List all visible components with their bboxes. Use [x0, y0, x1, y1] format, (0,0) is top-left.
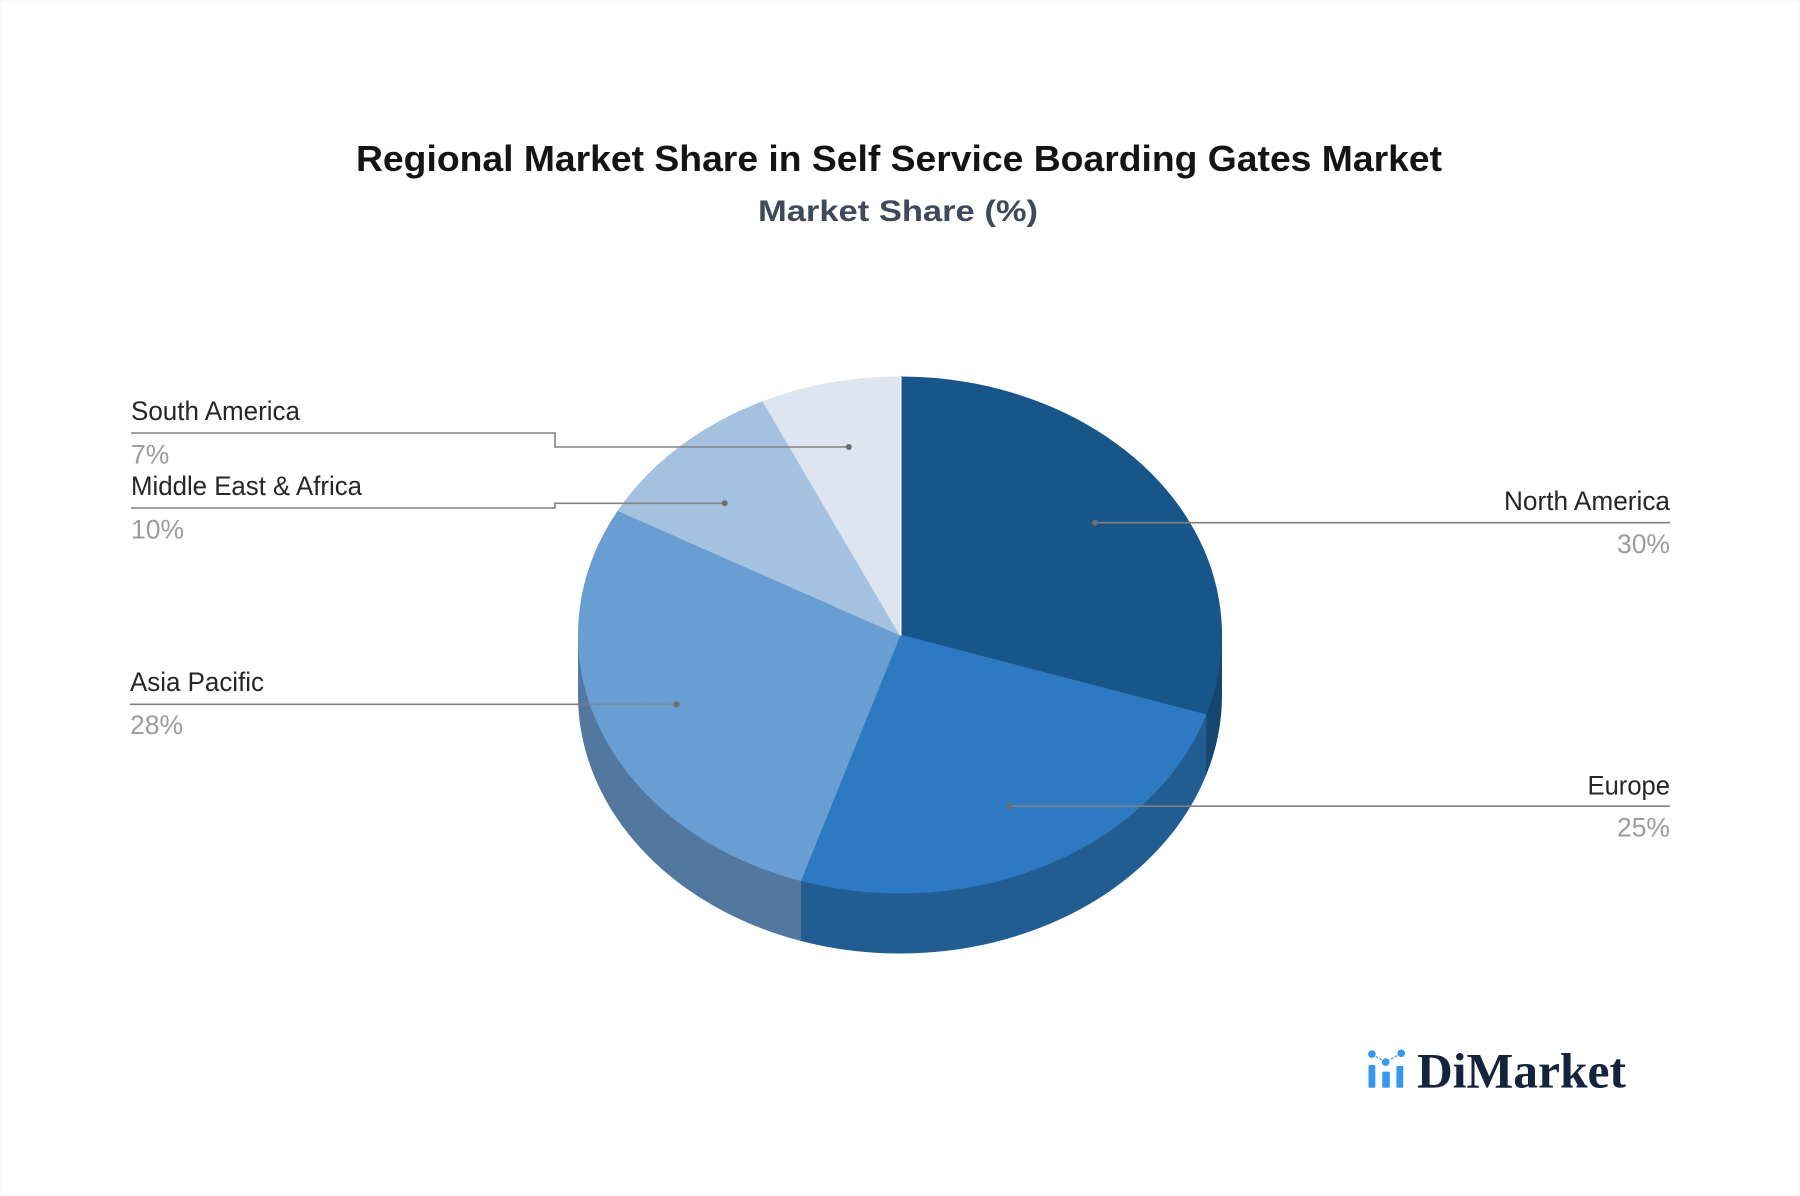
svg-text:Middle East & Africa: Middle East & Africa: [131, 471, 362, 501]
svg-text:30%: 30%: [1617, 529, 1670, 559]
svg-text:DiMarket: DiMarket: [1417, 1043, 1626, 1099]
svg-text:10%: 10%: [131, 514, 184, 544]
svg-text:28%: 28%: [130, 710, 183, 740]
svg-text:South America: South America: [131, 396, 300, 426]
svg-text:25%: 25%: [1617, 813, 1670, 843]
svg-text:Regional Market Share in Self: Regional Market Share in Self Service Bo…: [356, 138, 1442, 179]
svg-text:7%: 7%: [131, 440, 169, 470]
svg-text:Asia Pacific: Asia Pacific: [130, 667, 264, 697]
svg-text:Market Share (%): Market Share (%): [758, 195, 1038, 228]
svg-text:North America: North America: [1504, 486, 1670, 516]
svg-text:Europe: Europe: [1588, 771, 1671, 801]
